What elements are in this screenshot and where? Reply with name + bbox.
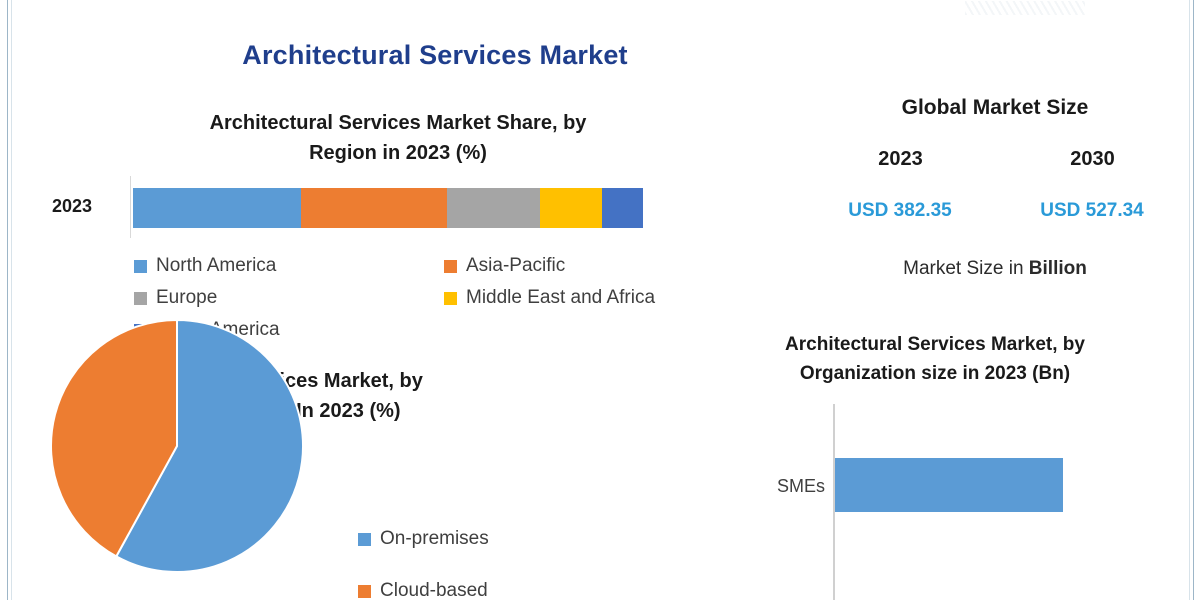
organization-chart-bar — [835, 458, 1063, 512]
organization-chart-plot: SMEs — [700, 404, 1170, 600]
region-chart-category-label: 2023 — [52, 196, 93, 216]
region-chart-title-line1: Architectural Services Market Share, by — [209, 112, 587, 134]
global-market-size-title: Global Market Size — [901, 96, 1089, 119]
legend-item-asia-pacific: Asia-Pacific — [444, 255, 565, 277]
footnote-prefix: Market Size in — [903, 258, 1029, 279]
deployment-pie-svg — [50, 319, 304, 573]
legend-label: Cloud-based — [380, 580, 488, 600]
left-frame-line-secondary — [11, 0, 12, 600]
legend-swatch-icon — [444, 291, 457, 305]
legend-item-europe: Europe — [134, 287, 444, 309]
footnote-unit: Billion — [1028, 258, 1087, 279]
legend-row: North America Asia-Pacific — [134, 250, 694, 282]
organization-chart-title: Architectural Services Market, by Organi… — [700, 330, 1170, 388]
region-chart-axis-line — [130, 176, 131, 238]
legend-swatch-icon — [358, 532, 371, 546]
legend-item-middle-east-and-africa: Middle East and Africa — [444, 287, 655, 309]
region-chart-plot — [130, 176, 646, 238]
global-market-size-value-start: USD 382.35 — [848, 200, 952, 221]
legend-label: Asia-Pacific — [466, 255, 566, 276]
legend-swatch-icon — [358, 584, 371, 598]
pie-slice-cloud-based — [50, 319, 178, 558]
region-chart-title-line2: Region in 2023 (%) — [309, 142, 487, 164]
legend-swatch-icon — [134, 291, 147, 305]
legend-row: Europe Middle East and Africa — [134, 282, 694, 314]
right-frame-line-secondary — [1189, 0, 1190, 600]
global-market-size-year-end: 2030 — [1070, 148, 1115, 170]
organization-chart-category-label: SMEs — [776, 476, 825, 496]
legend-item-cloud-based: Cloud-based — [358, 580, 488, 600]
bar-segment-europe — [446, 188, 540, 228]
organization-chart-title-line1: Architectural Services Market, by — [785, 334, 1085, 355]
right-frame-line — [1193, 0, 1194, 600]
bar-segment-asia-pacific — [301, 188, 447, 228]
legend-label: North America — [156, 255, 277, 276]
legend-label: On-premises — [380, 528, 489, 549]
bar-segment-middle-east-and-africa — [539, 188, 603, 228]
region-chart-title: Architectural Services Market Share, by … — [118, 108, 678, 168]
region-stacked-bar — [133, 188, 643, 228]
deployment-chart-legend: On-premises Cloud-based — [358, 513, 598, 600]
legend-swatch-icon — [134, 259, 147, 273]
legend-label: Europe — [156, 287, 218, 308]
pie-slice-on-premises — [114, 319, 304, 573]
organization-chart-axis-line — [833, 404, 835, 600]
legend-row: Cloud-based — [358, 565, 598, 600]
legend-item-north-america: North America — [134, 255, 444, 277]
legend-swatch-icon — [444, 259, 457, 273]
deployment-pie-chart — [50, 319, 304, 573]
bar-segment-south-america — [602, 188, 643, 228]
legend-row: On-premises — [358, 513, 598, 565]
watermark-mark — [965, 1, 1085, 15]
legend-item-on-premises: On-premises — [358, 528, 489, 550]
legend-label: Middle East and Africa — [466, 287, 656, 308]
global-market-size-year-start: 2023 — [878, 148, 923, 170]
global-market-size-footnote: Market Size in Billion — [820, 258, 1170, 280]
global-market-size-value-end: USD 527.34 — [1040, 200, 1144, 221]
page-title: Architectural Services Market — [242, 40, 628, 70]
left-frame-line — [7, 0, 8, 600]
bar-segment-north-america — [133, 188, 302, 228]
organization-chart-title-line2: Organization size in 2023 (Bn) — [799, 363, 1071, 384]
